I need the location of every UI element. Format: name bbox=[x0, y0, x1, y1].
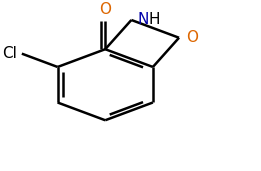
Text: N: N bbox=[138, 12, 149, 28]
Text: Cl: Cl bbox=[2, 46, 17, 61]
Text: O: O bbox=[99, 2, 111, 17]
Text: H: H bbox=[148, 12, 160, 28]
Text: O: O bbox=[186, 30, 198, 45]
